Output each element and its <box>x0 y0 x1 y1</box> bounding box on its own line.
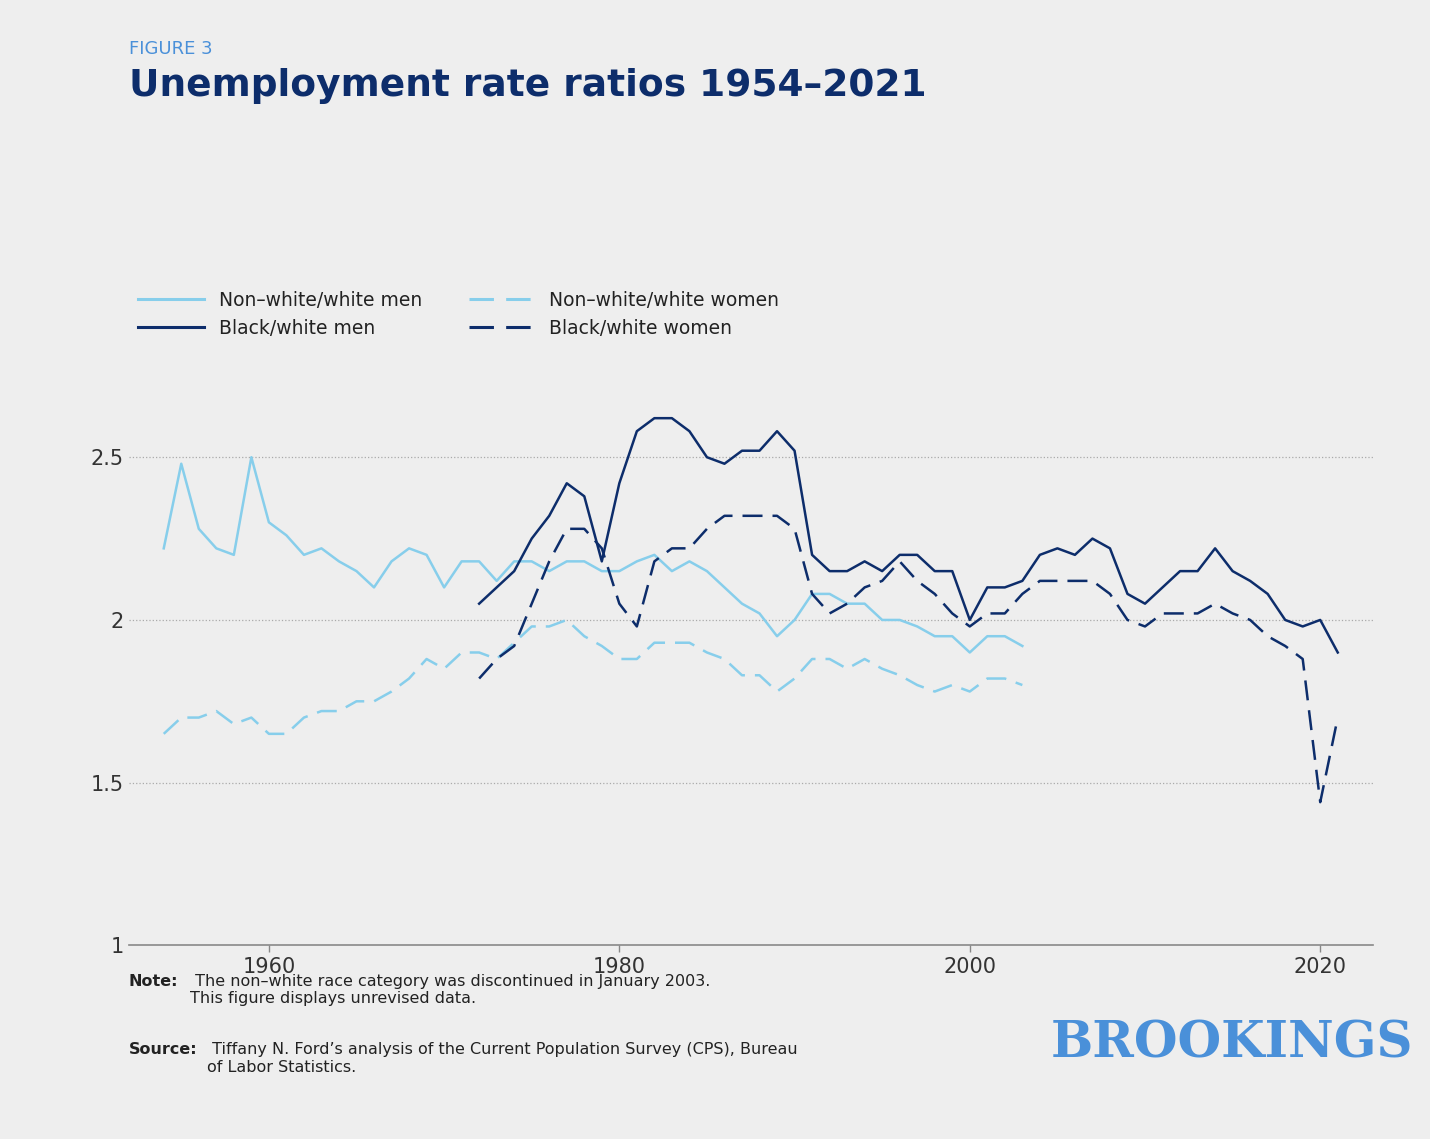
Legend: Non–white/white men, Black/white men, Non–white/white women, Black/white women: Non–white/white men, Black/white men, No… <box>139 290 779 338</box>
Text: BROOKINGS: BROOKINGS <box>1051 1019 1413 1068</box>
Text: The non–white race category was discontinued in January 2003.
This figure displa: The non–white race category was disconti… <box>190 974 711 1006</box>
Text: FIGURE 3: FIGURE 3 <box>129 40 212 58</box>
Text: Source:: Source: <box>129 1042 197 1057</box>
Text: Unemployment rate ratios 1954–2021: Unemployment rate ratios 1954–2021 <box>129 68 927 105</box>
Text: Note:: Note: <box>129 974 179 989</box>
Text: Tiffany N. Ford’s analysis of the Current Population Survey (CPS), Bureau
of Lab: Tiffany N. Ford’s analysis of the Curren… <box>207 1042 798 1074</box>
